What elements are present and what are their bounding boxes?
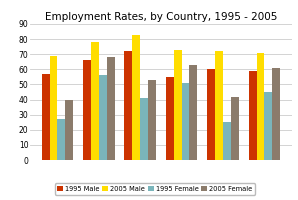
Bar xyxy=(91,42,99,160)
Bar xyxy=(257,53,264,160)
Legend: 1995 Male, 2005 Male, 1995 Female, 2005 Female: 1995 Male, 2005 Male, 1995 Female, 2005 … xyxy=(55,183,255,195)
Bar xyxy=(223,122,231,160)
Bar xyxy=(58,119,65,160)
Title: Employment Rates, by Country, 1995 - 2005: Employment Rates, by Country, 1995 - 200… xyxy=(45,12,277,22)
Bar xyxy=(249,71,257,160)
Bar xyxy=(132,35,140,160)
Bar xyxy=(99,75,107,160)
Bar xyxy=(49,56,58,160)
Bar xyxy=(65,100,73,160)
Bar xyxy=(148,80,156,160)
Bar xyxy=(166,77,174,160)
Bar xyxy=(181,83,190,160)
Bar xyxy=(42,74,49,160)
Bar xyxy=(215,51,223,160)
Bar xyxy=(207,69,215,160)
Bar xyxy=(107,57,114,160)
Bar xyxy=(264,92,272,160)
Bar xyxy=(190,65,197,160)
Bar xyxy=(125,51,132,160)
Bar xyxy=(140,98,148,160)
Bar xyxy=(83,60,91,160)
Bar xyxy=(174,50,181,160)
Bar xyxy=(231,97,239,160)
Bar xyxy=(272,68,280,160)
